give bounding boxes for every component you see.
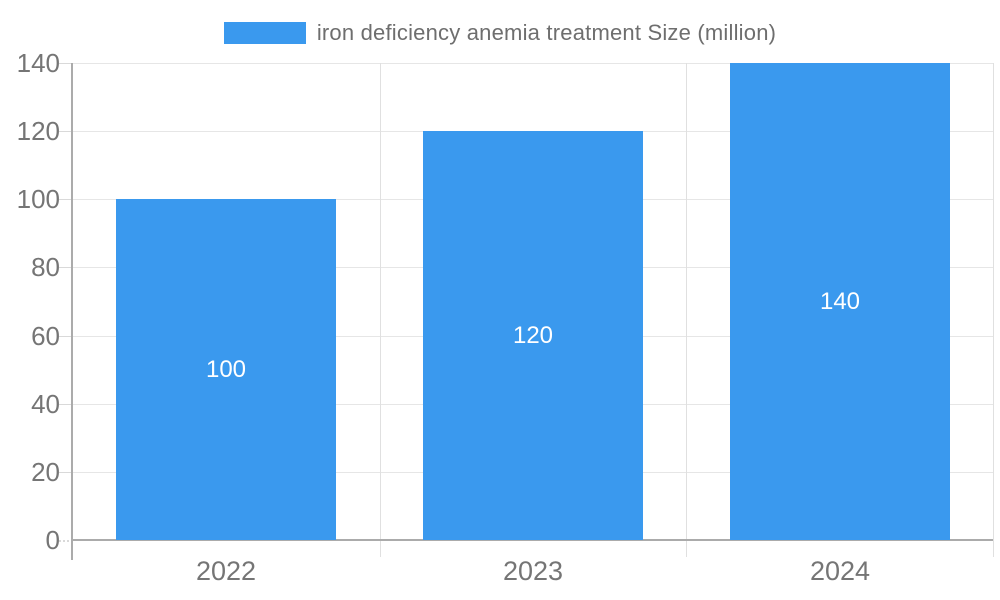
gridline-vertical (686, 63, 687, 557)
bar-2024[interactable] (730, 63, 950, 540)
y-axis-tick (59, 336, 73, 337)
y-axis-tick (59, 199, 73, 200)
gridline-horizontal (73, 63, 993, 64)
y-axis-label: 20 (31, 457, 60, 487)
y-axis-label: 140 (16, 48, 60, 78)
legend[interactable]: iron deficiency anemia treatment Size (m… (0, 20, 1000, 46)
x-axis-line (71, 539, 993, 541)
y-axis-line (71, 63, 73, 560)
y-axis-tick (59, 404, 73, 405)
bar-2023[interactable] (423, 131, 643, 540)
y-axis-label: 60 (31, 321, 60, 351)
y-axis-tick (59, 540, 73, 543)
y-axis-tick (59, 131, 73, 132)
y-axis-label: 120 (16, 116, 60, 146)
gridline-vertical (993, 63, 994, 557)
bar-2022[interactable] (116, 199, 336, 540)
bar-value-label: 100 (205, 356, 247, 383)
y-axis-label: 0 (45, 525, 60, 555)
y-axis-label: 100 (16, 184, 60, 214)
y-axis-tick (59, 267, 73, 268)
legend-swatch (223, 22, 306, 44)
legend-label: iron deficiency anemia treatment Size (m… (316, 20, 777, 45)
y-axis-label: 40 (31, 389, 60, 419)
y-axis-tick (59, 472, 73, 473)
x-axis-label: 2024 (809, 556, 871, 586)
bar-value-label: 120 (512, 322, 554, 349)
x-axis-label: 2022 (195, 556, 257, 586)
bar-value-label: 140 (819, 288, 861, 315)
y-axis-label: 80 (31, 252, 60, 282)
x-axis-label: 2023 (502, 556, 564, 586)
y-axis-tick (59, 63, 73, 64)
gridline-vertical (380, 63, 381, 557)
